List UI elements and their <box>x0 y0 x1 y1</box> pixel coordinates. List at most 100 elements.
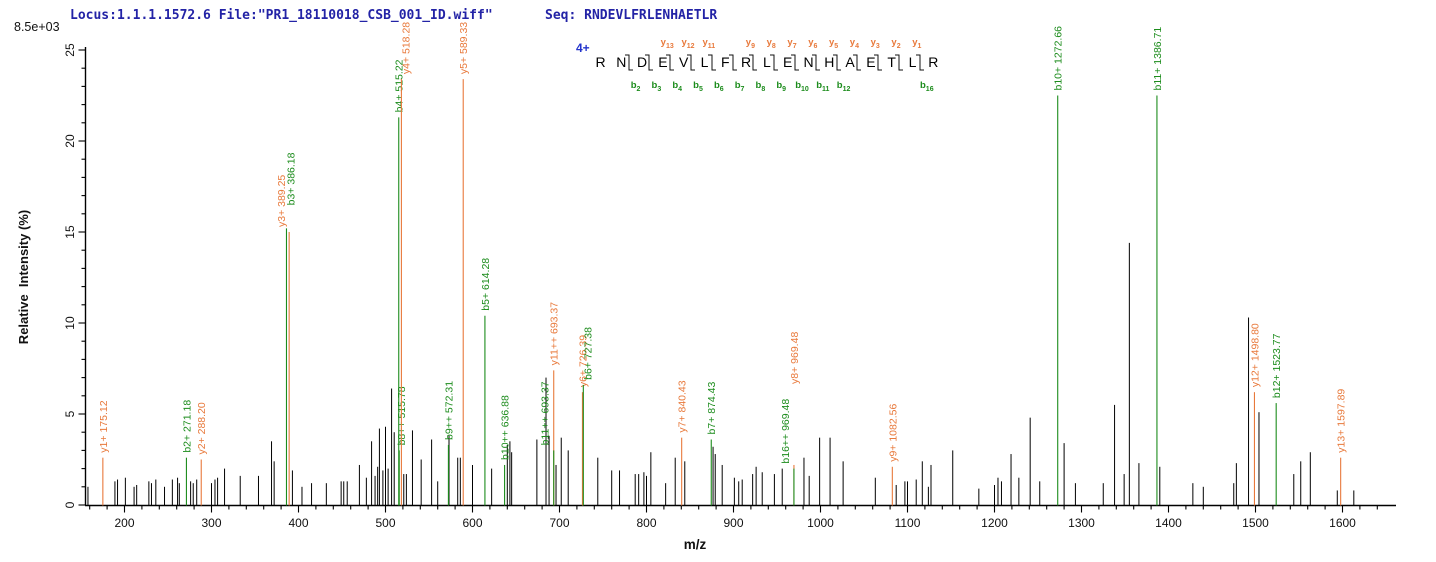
fragment-divider <box>686 53 696 77</box>
peak-label-b16++: b16++ 969.48 <box>780 399 792 464</box>
y-tick-label: 5 <box>63 410 77 417</box>
y-ion-label-y6: y6 <box>808 37 818 50</box>
peak-label-b11++: b11++ 693.37 <box>540 381 552 445</box>
fragment-divider <box>811 53 821 77</box>
x-tick-label: 700 <box>549 516 569 530</box>
seq-residue-8: R <box>741 54 752 70</box>
fragment-divider <box>707 53 717 77</box>
peak-label-y1+: y1+ 175.12 <box>98 400 110 452</box>
fragment-divider <box>832 53 842 77</box>
fragment-divider <box>894 53 904 77</box>
b-ion-label-b12: b12 <box>836 80 851 93</box>
y-ion-label-y9: y9 <box>745 37 755 50</box>
peak-label-y2+: y2+ 288.20 <box>196 402 208 454</box>
x-tick-label: 800 <box>636 516 656 530</box>
y-tick-label: 0 <box>63 501 77 508</box>
base-peak-intensity-label: 8.5e+03 <box>14 20 60 34</box>
b-ion-label-b4: b4 <box>672 80 683 93</box>
x-tick-label: 1600 <box>1329 516 1356 530</box>
x-tick-label: 200 <box>114 516 134 530</box>
b-ion-label-b16: b16 <box>919 80 934 93</box>
peak-label-y5+: y5+ 589.33 <box>458 22 470 74</box>
seq-residue-15: T <box>887 54 896 70</box>
seq-residue-14: E <box>866 54 876 70</box>
seq-residue-10: E <box>783 54 793 70</box>
precursor-charge-label: 4+ <box>576 41 590 55</box>
y-tick-label: 25 <box>63 43 77 57</box>
y-tick-label: 15 <box>63 225 77 239</box>
peak-label-b7+: b7+ 874.43 <box>706 381 718 434</box>
b-ion-label-b3: b3 <box>651 80 662 93</box>
b-ion-label-b2: b2 <box>630 80 641 93</box>
peak-label-b11+: b11+ 1386.71 <box>1152 27 1164 91</box>
y-ion-label-y13: y13 <box>660 37 674 50</box>
fragment-divider <box>915 53 925 77</box>
b-ion-label-b5: b5 <box>693 80 703 93</box>
seq-residue-9: L <box>762 54 771 70</box>
locus-file-header: Locus:1.1.1.1572.6 File:"PR1_18110018_CS… <box>70 8 493 23</box>
peak-label-b9++: b9++ 572.31 <box>443 381 455 440</box>
fragment-divider <box>644 53 654 77</box>
fragment-divider <box>624 53 634 77</box>
seq-residue-17: R <box>928 54 939 70</box>
b-ion-label-b10: b10 <box>795 80 809 93</box>
seq-residue-1: R <box>595 54 606 70</box>
peak-label-y8+: y8+ 969.48 <box>789 332 801 384</box>
peak-label-b8++: b8++ 515.78 <box>396 386 408 445</box>
b-ion-label-b6: b6 <box>713 80 724 93</box>
seq-residue-11: N <box>803 54 814 70</box>
x-tick-label: 1200 <box>981 516 1008 530</box>
y-ion-label-y11: y11 <box>702 37 716 50</box>
peak-label-y12+: y12+ 1498.80 <box>1249 323 1261 387</box>
seq-residue-7: F <box>721 54 730 70</box>
x-tick-label: 1000 <box>807 516 834 530</box>
x-tick-label: 1400 <box>1155 516 1182 530</box>
y-ion-label-y4: y4 <box>849 37 859 50</box>
y-ion-label-y5: y5 <box>828 37 839 50</box>
fragment-divider <box>748 53 758 77</box>
seq-residue-4: E <box>658 54 668 70</box>
peak-label-y13+: y13+ 1597.89 <box>1336 389 1348 453</box>
y-ion-label-y1: y1 <box>912 37 922 50</box>
x-axis-title: m/z <box>683 537 707 552</box>
peak-label-b12+: b12+ 1523.77 <box>1271 333 1283 398</box>
seq-label: Seq: <box>545 8 577 23</box>
b-ion-label-b9: b9 <box>776 80 787 93</box>
peak-label-y6+: y6+ 726.39 <box>577 335 589 387</box>
x-tick-label: 600 <box>462 516 482 530</box>
seq-residue-12: H <box>824 54 835 70</box>
seq-residue-16: L <box>908 54 917 70</box>
y-ion-label-y8: y8 <box>766 37 776 50</box>
seq-residue-6: L <box>700 54 709 70</box>
fragment-divider <box>769 53 779 77</box>
fragment-divider <box>728 53 738 77</box>
peak-label-b5+: b5+ 614.28 <box>480 258 492 311</box>
y-tick-label: 20 <box>63 134 77 148</box>
y-ion-label-y2: y2 <box>891 37 901 50</box>
peak-label-y7+: y7+ 840.43 <box>677 380 689 432</box>
peak-label-b2+: b2+ 271.18 <box>181 400 193 453</box>
fragment-divider <box>665 53 675 77</box>
fragment-divider <box>873 53 883 77</box>
x-tick-label: 300 <box>201 516 221 530</box>
peak-label-b10++: b10++ 636.88 <box>500 395 512 460</box>
peak-label-b3+: b3+ 386.18 <box>285 152 297 205</box>
seq-residue-3: D <box>637 54 648 70</box>
x-tick-label: 1300 <box>1068 516 1095 530</box>
y-ion-label-y3: y3 <box>870 37 880 50</box>
peak-label-b10+: b10+ 1272.66 <box>1053 26 1065 91</box>
b-ion-label-b8: b8 <box>755 80 766 93</box>
b-ion-label-b11: b11 <box>816 80 830 93</box>
seq-residue-2: N <box>616 54 627 70</box>
peak-label-y3+: y3+ 389.25 <box>276 175 288 227</box>
peak-label-y4+: y4+ 518.28 <box>400 22 412 74</box>
y-tick-label: 10 <box>63 316 77 330</box>
peak-label-b4+: b4+ 515.22 <box>394 59 406 112</box>
seq-value: RNDEVLFRLENHAETLR <box>584 8 718 23</box>
y-ion-label-y7: y7 <box>787 37 797 50</box>
seq-residue-13: A <box>845 54 855 70</box>
x-tick-label: 400 <box>288 516 308 530</box>
